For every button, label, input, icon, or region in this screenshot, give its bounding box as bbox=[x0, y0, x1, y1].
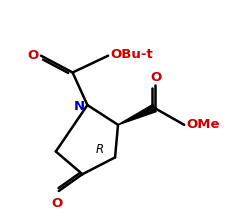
Text: N: N bbox=[74, 99, 85, 112]
Text: O: O bbox=[51, 197, 62, 210]
Text: O: O bbox=[150, 71, 161, 84]
Text: OMe: OMe bbox=[186, 118, 220, 131]
Polygon shape bbox=[118, 105, 156, 125]
Text: O: O bbox=[28, 49, 39, 62]
Text: R: R bbox=[96, 143, 104, 156]
Text: OBu-t: OBu-t bbox=[110, 48, 153, 61]
